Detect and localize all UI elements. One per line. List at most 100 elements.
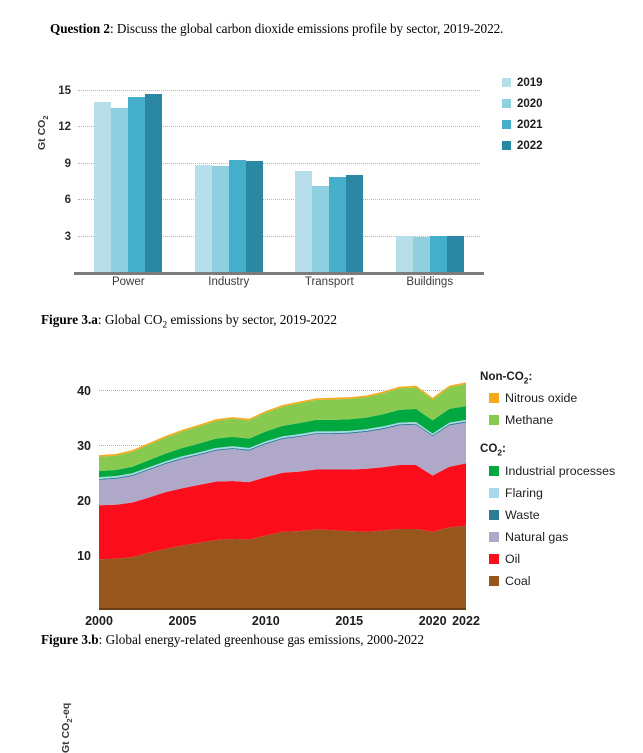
chart2-area-band [99,422,466,506]
chart1-x-axis-line [74,272,484,275]
chart1-bars [279,75,380,272]
chart1-legend-label: 2021 [517,118,543,131]
chart1-gridline: 15 [58,85,480,97]
chart1-bar [228,160,246,272]
chart1-legend-item: 2021 [502,114,543,135]
chart2-legend-item: Natural gas [480,526,640,548]
chart1-legend-swatch [502,120,511,129]
chart2-legend-swatch [489,465,499,476]
chart1-bar [128,96,146,272]
chart2-area-band [99,419,466,479]
figure-3a-caption-text: : Global CO2 emissions by sector, 2019-2… [97,312,337,331]
chart2-legend: Non-CO2: Nitrous oxide Methane CO2: Industri… [480,370,640,592]
chart1-bar-group: Buildings [380,75,481,288]
chart2-area-svg [99,382,466,610]
chart2-legend-group-header: Non-CO2: [480,370,533,386]
chart2-x-tick-label: 2015 [335,614,364,628]
chart1-plot-area: 3 6 9 12 15 Power Industry Transport Buildings [58,75,481,288]
chart1-legend-label: 2022 [517,139,543,152]
chart1-gridline: 3 [65,231,480,243]
chart1-bar [446,235,464,272]
chart2-plot-area: 10 20 30 40 2000 2005 2010 2015 2020 2022 [77,373,480,628]
chart2-legend-item: Oil [480,548,640,570]
chart2-area-band [99,525,466,610]
chart1-legend-label: 2020 [517,97,543,110]
chart1-category-label: Buildings [406,276,454,288]
figure-3a-caption-prefix: Figure 3.a [41,312,98,327]
chart1-legend-item: 2022 [502,135,543,156]
chart1-bar [194,165,212,272]
chart2-x-tick-label: 2020 [418,614,447,628]
chart1-bars [380,75,481,272]
figure-3b-caption-prefix: Figure 3.b [41,632,99,647]
chart2-legend-label: Nitrous oxide [505,391,578,406]
chart2-legend-label: Industrial processes [505,463,616,478]
chart2-legend-swatch [489,531,499,542]
chart1-bar [295,171,313,272]
chart1-bar-group: Industry [179,75,280,288]
figure-3b-caption: Figure 3.b: Global energy-related greenh… [41,632,424,648]
chart1-bar [211,166,229,272]
chart1-bar-group: Power [78,75,179,288]
chart1-bar [395,236,413,272]
chart1-bar [329,177,347,272]
figure-3b-chart: Gt CO2-eq 10 20 30 40 2000 2005 2010 2015 2020 20… [0,360,643,753]
question-prefix: Question 2 [50,21,110,36]
chart1-legend-swatch [502,78,511,87]
chart1-bars [78,75,179,272]
chart1-category-label: Power [111,276,145,288]
chart2-y-tick-label: 40 [77,383,91,398]
chart2-y-tick-label: 30 [77,438,91,453]
chart2-x-tick-label: 2005 [168,614,197,628]
chart1-y-tick-label: 3 [64,230,71,243]
chart1-bar [346,174,364,272]
chart1-bar [312,185,330,272]
chart2-legend-label: Flaring [505,485,543,500]
chart2-y-tick-label: 20 [77,493,91,508]
chart2-legend-item: Industrial processes [480,460,640,482]
chart1-legend: 2019 2020 2021 2022 [502,72,543,156]
chart2-legend-item: Flaring [480,482,640,504]
chart2-legend-item: Nitrous oxide [480,387,640,409]
chart2-legend-swatch [489,553,499,564]
figure-3a-caption: Figure 3.a: Global CO2 emissions by sect… [41,312,337,331]
chart2-legend-label: Waste [505,507,540,522]
chart2-legend-swatch [489,415,499,426]
chart1-legend-item: 2020 [502,93,543,114]
chart1-bar [94,101,112,272]
chart2-x-tick-label: 2022 [452,614,480,628]
chart2-area-band [99,382,466,457]
chart1-legend-swatch [502,99,511,108]
chart2-legend-label: Coal [505,573,531,588]
chart2-y-tick-label: 10 [77,548,91,563]
chart2-legend-swatch [489,487,499,498]
chart1-y-tick-label: 9 [64,157,71,170]
chart1-bar [111,107,129,272]
chart1-y-tick-label: 12 [58,121,71,134]
question-text: : Discuss the global carbon dioxide emis… [109,21,504,36]
chart1-bar [245,161,263,272]
chart1-category-label: Industry [208,276,250,288]
chart2-area-band [99,406,466,478]
chart1-y-axis-label: Gt CO2 [36,115,51,150]
chart1-bar [145,94,163,272]
chart2-legend-swatch [489,509,499,520]
chart2-legend-label: Natural gas [505,529,569,544]
question-line: Question 2: Discuss the global carbon di… [50,21,503,37]
chart1-y-tick-label: 15 [58,84,71,97]
chart1-gridline: 9 [65,158,480,170]
chart2-legend-group-header: CO2: [480,442,506,458]
chart1-legend-swatch [502,141,511,150]
chart2-legend-item: Coal [480,570,640,592]
chart1-y-tick-label: 6 [64,194,71,207]
chart1-gridline: 12 [58,121,480,133]
chart1-gridline: 6 [65,194,480,206]
chart1-bar [429,235,447,272]
chart1-bars [179,75,280,272]
chart2-legend-swatch [489,575,499,586]
chart1-bar-group: Transport [279,75,380,288]
chart2-x-tick-label: 2000 [85,614,113,628]
chart2-legend-item: Waste [480,504,640,526]
chart1-category-label: Transport [304,276,354,288]
chart1-bar [412,236,430,272]
